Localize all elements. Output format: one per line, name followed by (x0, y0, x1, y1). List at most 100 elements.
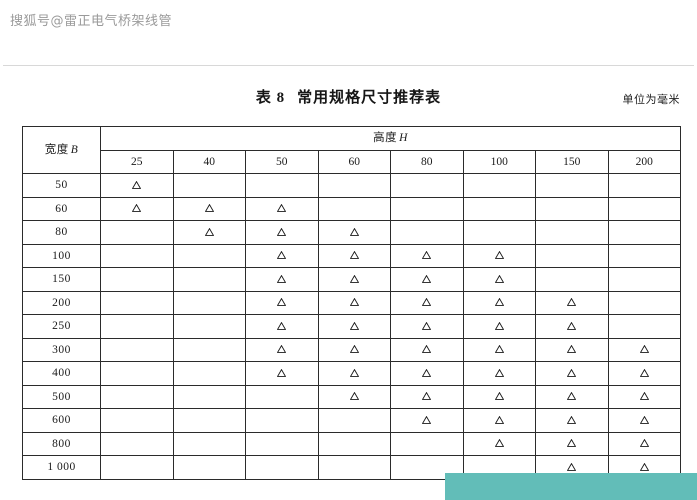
header-height-label: 高度 (373, 132, 398, 144)
cell-b100-h50 (245, 243, 319, 268)
cell-b1000-h60 (317, 455, 391, 480)
cell-b80-h60 (317, 220, 391, 245)
table-row: 400 (22, 361, 682, 386)
cell-b250-h60 (317, 314, 391, 339)
cell-b600-h50 (245, 408, 319, 433)
cell-b800-h80 (390, 431, 464, 456)
cell-b80-h200 (607, 220, 682, 245)
cell-b500-h25 (100, 384, 174, 409)
cell-b500-h60 (317, 384, 391, 409)
table-row: 80 (22, 220, 682, 245)
cell-b800-h100 (462, 431, 536, 456)
triangle-mark-icon (639, 345, 649, 354)
cell-b800-h50 (245, 431, 319, 456)
triangle-mark-icon (494, 321, 504, 330)
column-header-200: 200 (607, 149, 682, 174)
cell-b400-h25 (100, 361, 174, 386)
triangle-mark-icon (494, 415, 504, 424)
cell-b50-h60 (317, 173, 391, 198)
cell-b60-h25 (100, 196, 174, 221)
triangle-mark-icon (422, 345, 432, 354)
table-row: 500 (22, 384, 682, 409)
triangle-mark-icon (494, 274, 504, 283)
cell-b150-h60 (317, 267, 391, 292)
triangle-mark-icon (422, 415, 432, 424)
cell-b50-h50 (245, 173, 319, 198)
row-header-width-50: 50 (22, 173, 101, 198)
title-block: 表 8 常用规格尺寸推荐表 单位为毫米 (0, 86, 697, 110)
triangle-mark-icon (494, 439, 504, 448)
header-width-symbol: B (70, 143, 79, 156)
cell-b800-h60 (317, 431, 391, 456)
cell-b250-h80 (390, 314, 464, 339)
cell-b800-h25 (100, 431, 174, 456)
cell-b60-h50 (245, 196, 319, 221)
triangle-mark-icon (132, 204, 142, 213)
unit-note: 单位为毫米 (622, 94, 680, 106)
triangle-mark-icon (494, 392, 504, 401)
row-header-width-1000: 1 000 (22, 455, 101, 480)
cell-b100-h150 (535, 243, 609, 268)
cell-b1000-h40 (172, 455, 246, 480)
spec-table: 宽度 B 高度 H 25 40 50 60 80 100 150 200 50 60 80 100 150… (22, 126, 682, 480)
triangle-mark-icon (567, 298, 577, 307)
cell-b100-h25 (100, 243, 174, 268)
cell-b200-h60 (317, 290, 391, 315)
triangle-mark-icon (494, 298, 504, 307)
column-header-100: 100 (462, 149, 536, 174)
row-header-width-100: 100 (22, 243, 101, 268)
triangle-mark-icon (567, 392, 577, 401)
row-header-width-60: 60 (22, 196, 101, 221)
row-header-width-600: 600 (22, 408, 101, 433)
spec-table-container: 宽度 B 高度 H 25 40 50 60 80 100 150 200 50 60 80 100 150… (22, 126, 682, 480)
header-width-b: 宽度 B (22, 126, 101, 174)
cell-b250-h50 (245, 314, 319, 339)
cell-b600-h25 (100, 408, 174, 433)
cell-b80-h50 (245, 220, 319, 245)
cell-b400-h150 (535, 361, 609, 386)
site-watermark-header: 搜狐号@雷正电气桥架线管 (10, 14, 173, 29)
row-header-width-250: 250 (22, 314, 101, 339)
cell-b800-h200 (607, 431, 682, 456)
cell-b300-h200 (607, 337, 682, 362)
cell-b100-h60 (317, 243, 391, 268)
cell-b600-h200 (607, 408, 682, 433)
cell-b60-h100 (462, 196, 536, 221)
cell-b60-h200 (607, 196, 682, 221)
cell-b250-h25 (100, 314, 174, 339)
triangle-mark-icon (422, 274, 432, 283)
cell-b50-h100 (462, 173, 536, 198)
cell-b100-h40 (172, 243, 246, 268)
cell-b150-h100 (462, 267, 536, 292)
triangle-mark-icon (277, 298, 287, 307)
cell-b500-h200 (607, 384, 682, 409)
column-header-80: 80 (390, 149, 464, 174)
triangle-mark-icon (422, 251, 432, 260)
triangle-mark-icon (277, 345, 287, 354)
cell-b60-h150 (535, 196, 609, 221)
cell-b400-h80 (390, 361, 464, 386)
triangle-mark-icon (567, 368, 577, 377)
triangle-mark-icon (494, 368, 504, 377)
cell-b50-h80 (390, 173, 464, 198)
cell-b150-h50 (245, 267, 319, 292)
triangle-mark-icon (349, 392, 359, 401)
triangle-mark-icon (639, 439, 649, 448)
cell-b800-h40 (172, 431, 246, 456)
triangle-mark-icon (639, 462, 649, 471)
cell-b800-h150 (535, 431, 609, 456)
triangle-mark-icon (204, 227, 214, 236)
triangle-mark-icon (494, 345, 504, 354)
cell-b300-h80 (390, 337, 464, 362)
cell-b150-h150 (535, 267, 609, 292)
column-header-60: 60 (317, 149, 391, 174)
triangle-mark-icon (349, 345, 359, 354)
cell-b100-h80 (390, 243, 464, 268)
triangle-mark-icon (567, 462, 577, 471)
triangle-mark-icon (567, 415, 577, 424)
cell-b60-h80 (390, 196, 464, 221)
cell-b500-h80 (390, 384, 464, 409)
triangle-mark-icon (277, 251, 287, 260)
triangle-mark-icon (567, 439, 577, 448)
table-row: 800 (22, 431, 682, 456)
